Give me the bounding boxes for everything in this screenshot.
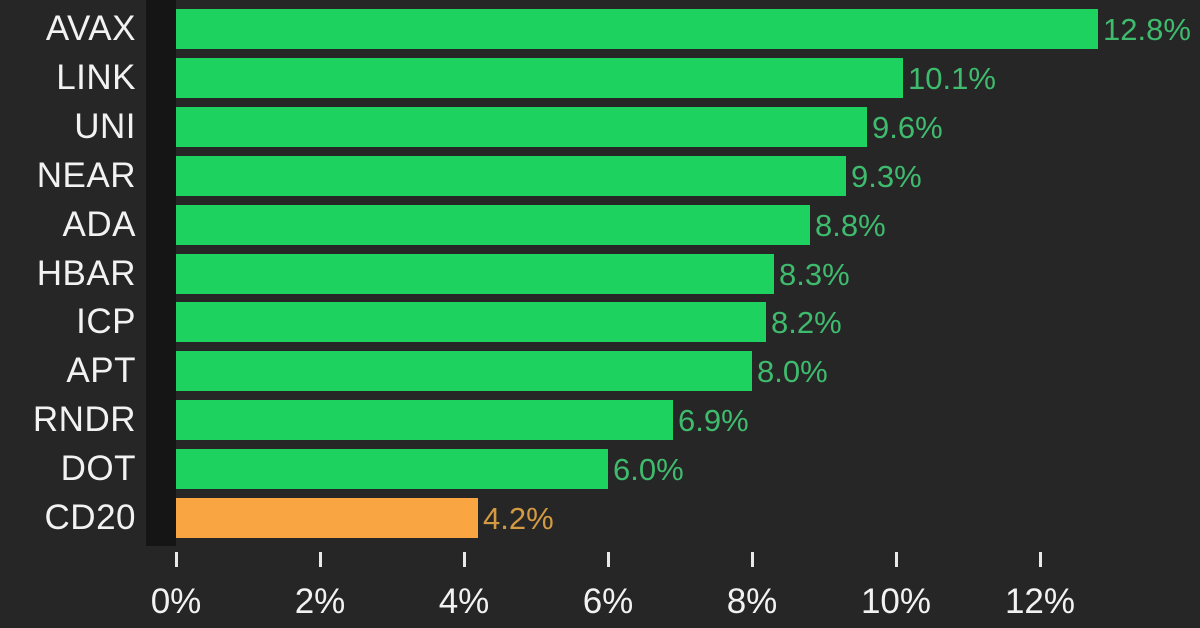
category-label: UNI — [74, 107, 136, 146]
category-label: DOT — [60, 449, 136, 488]
value-label: 6.0% — [613, 452, 684, 487]
tick-mark — [319, 552, 322, 567]
value-label: 8.3% — [779, 257, 850, 292]
tick-label: 12% — [1004, 582, 1076, 621]
tick-label: 10% — [860, 582, 932, 621]
tick-label: 8% — [726, 582, 778, 621]
value-label: 8.2% — [771, 305, 842, 340]
value-label: 9.3% — [851, 159, 922, 194]
bar — [176, 302, 766, 342]
value-label: 8.8% — [815, 208, 886, 243]
tick-mark — [607, 552, 610, 567]
bar — [176, 156, 846, 196]
bar — [176, 107, 867, 147]
tick-mark — [751, 552, 754, 567]
category-label: ICP — [76, 302, 136, 341]
tick-mark — [895, 552, 898, 567]
value-label: 10.1% — [908, 61, 996, 96]
category-label: CD20 — [44, 498, 136, 537]
bar — [176, 205, 810, 245]
tick-mark — [1039, 552, 1042, 567]
bar — [176, 9, 1098, 49]
tick-label: 0% — [150, 582, 202, 621]
bar-highlight — [176, 498, 478, 538]
tick-mark — [463, 552, 466, 567]
value-label: 8.0% — [757, 354, 828, 389]
category-label: NEAR — [36, 156, 136, 195]
value-label: 12.8% — [1103, 12, 1191, 47]
value-label: 6.9% — [678, 403, 749, 438]
category-label: AVAX — [45, 9, 136, 48]
value-label: 4.2% — [483, 501, 554, 536]
bar — [176, 400, 673, 440]
zero-axis-band — [146, 0, 176, 546]
tick-mark — [175, 552, 178, 567]
tick-label: 2% — [294, 582, 346, 621]
category-label: ADA — [62, 205, 136, 244]
category-label: LINK — [56, 58, 136, 97]
bar — [176, 449, 608, 489]
category-label: APT — [66, 351, 136, 390]
tick-label: 4% — [438, 582, 490, 621]
bar — [176, 58, 903, 98]
value-label: 9.6% — [872, 110, 943, 145]
category-label: RNDR — [32, 400, 136, 439]
category-label: HBAR — [36, 254, 136, 293]
tick-label: 6% — [582, 582, 634, 621]
bar — [176, 254, 774, 294]
bar — [176, 351, 752, 391]
